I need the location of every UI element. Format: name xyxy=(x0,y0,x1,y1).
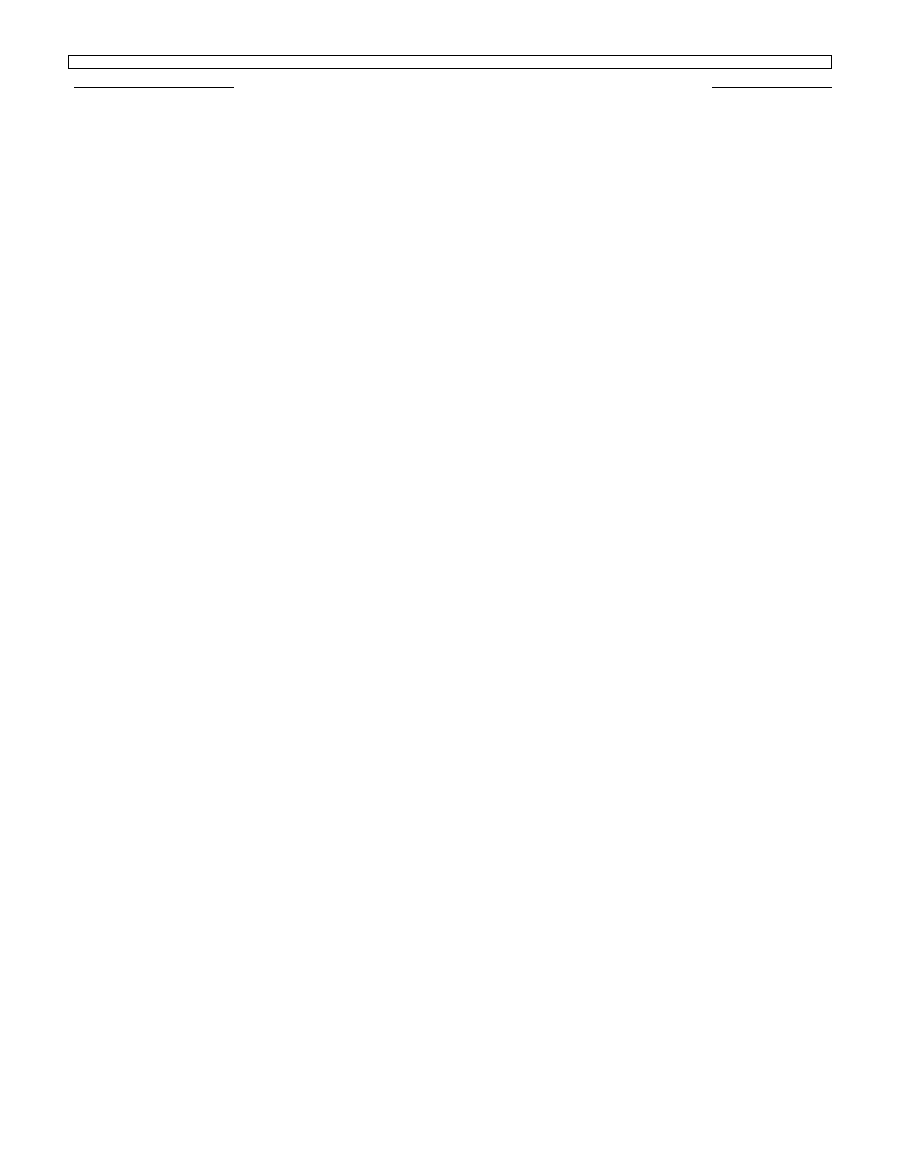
page-title xyxy=(68,55,832,69)
date-input-line[interactable] xyxy=(712,87,832,88)
name-input-line[interactable] xyxy=(74,87,234,88)
name-date-row xyxy=(68,87,832,88)
worksheet-page xyxy=(0,0,900,1165)
name-field xyxy=(68,87,234,88)
date-field xyxy=(706,87,832,88)
